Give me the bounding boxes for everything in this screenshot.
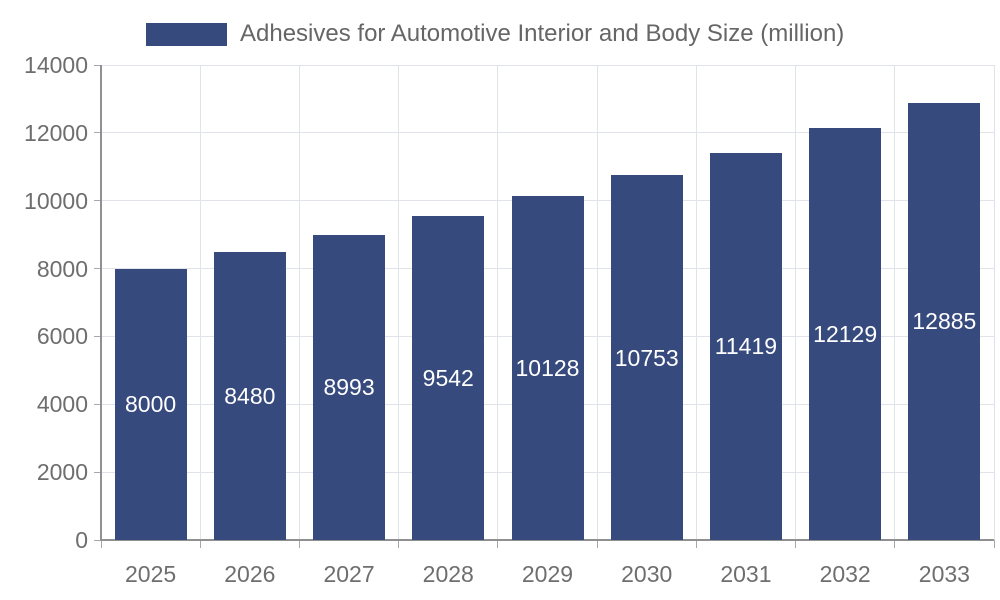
y-axis-tick [94,64,101,66]
x-axis-tick [795,540,797,548]
y-axis-label: 4000 [36,391,88,418]
bar-value-label: 12885 [912,308,977,335]
y-axis-tick [94,539,101,541]
y-axis-line [100,65,102,540]
y-axis-label: 8000 [36,255,88,282]
x-axis-line [100,539,994,541]
bar-value-label: 12129 [813,321,878,348]
x-axis-label: 2029 [521,561,574,587]
x-axis-label: 2031 [720,561,772,587]
bar[interactable]: 10128 [511,196,584,540]
x-axis-tick [298,540,300,548]
x-axis-label: 2026 [224,561,276,587]
x-axis-tick [596,540,598,548]
y-gridline [101,132,994,134]
bar[interactable]: 8000 [114,268,187,540]
legend-label: Adhesives for Automotive Interior and Bo… [240,20,845,47]
y-axis-label: 6000 [36,323,88,350]
y-axis-tick [94,200,101,202]
bar[interactable]: 11419 [709,152,782,540]
x-axis-label: 2027 [323,561,375,587]
bar-value-label: 10128 [515,355,580,382]
x-axis-tick [100,540,102,548]
bar-value-label: 8993 [323,374,375,401]
x-axis-tick [894,540,896,548]
bar[interactable]: 8993 [313,234,386,540]
y-axis-tick [94,132,101,134]
x-gridline [497,65,499,540]
x-axis-tick [695,540,697,548]
x-gridline [596,65,598,540]
legend[interactable]: Adhesives for Automotive Interior and Bo… [146,17,844,51]
x-axis-tick [199,540,201,548]
y-axis-tick [94,471,101,473]
bar[interactable]: 12885 [908,102,981,540]
y-axis-tick [94,268,101,270]
x-axis-label: 2030 [621,561,673,587]
bar[interactable]: 10753 [610,175,683,540]
x-axis-tick [398,540,400,548]
x-axis-label: 2028 [422,561,474,587]
x-gridline [993,65,995,540]
y-axis-label: 10000 [24,187,88,214]
y-axis-label: 12000 [24,119,88,146]
x-gridline [199,65,201,540]
x-axis-label: 2032 [819,561,871,587]
y-axis-label: 0 [75,527,88,553]
bar-value-label: 11419 [714,333,778,360]
y-axis-tick [94,335,101,337]
x-axis-tick [993,540,995,548]
y-axis-tick [94,403,101,405]
bar-value-label: 8480 [224,383,276,410]
y-gridline [101,64,994,66]
x-axis-label: 2033 [918,561,970,587]
x-gridline [695,65,697,540]
x-axis-label: 2025 [125,561,177,587]
legend-swatch-icon [146,22,227,46]
x-gridline [398,65,400,540]
x-gridline [298,65,300,540]
bar[interactable]: 8480 [213,252,286,540]
bar[interactable]: 12129 [809,128,882,540]
bar[interactable]: 9542 [412,216,485,540]
x-gridline [795,65,797,540]
y-axis-label: 2000 [36,459,88,486]
bar-value-label: 10753 [614,344,679,371]
x-gridline [894,65,896,540]
x-axis-tick [497,540,499,548]
y-axis-label: 14000 [24,52,88,78]
bar-value-label: 8000 [125,391,177,418]
bar-value-label: 9542 [422,365,474,392]
